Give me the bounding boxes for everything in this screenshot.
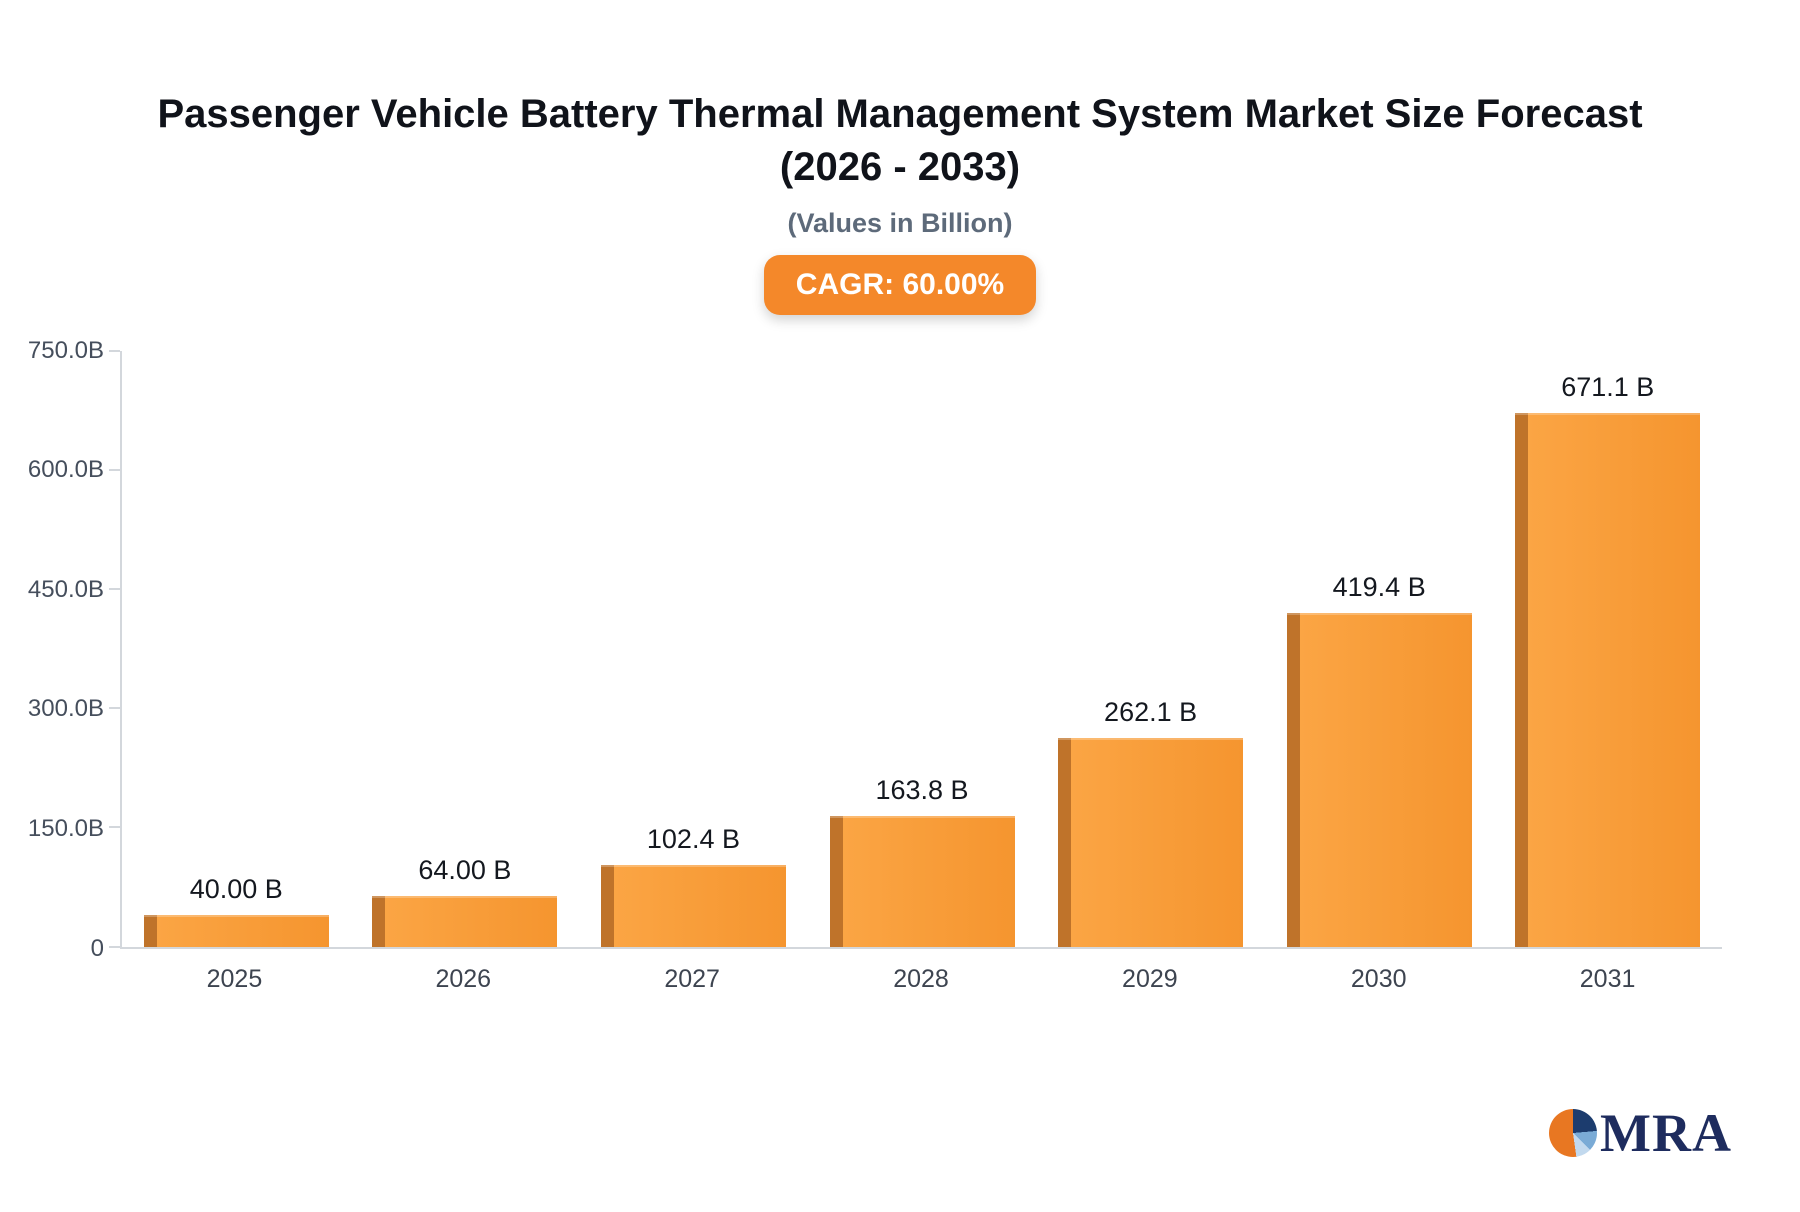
bars-row: 40.00 B 64.00 B 102.4 B 163.8 B 262.1 B 419.4… (122, 351, 1722, 947)
bar-value-label: 163.8 B (875, 775, 969, 806)
brand-logo-text: MRA (1600, 1103, 1732, 1163)
bar-2028: 163.8 B (829, 775, 1015, 947)
y-tick-label: 150.0B (27, 815, 104, 842)
y-axis: 0 150.0B 300.0B 450.0B 600.0B 750.0B (25, 337, 120, 962)
chart-subtitle: (Values in Billion) (787, 207, 1013, 238)
x-axis-label: 2025 (206, 964, 263, 993)
x-axis-label: 2027 (664, 964, 720, 993)
y-tick-label: 0 (90, 934, 104, 962)
brand-logo: MRA (1549, 1106, 1732, 1160)
bar-2025: 40.00 B (143, 874, 329, 947)
bar-column-2029: 262.1 B (1036, 351, 1265, 947)
bar-value-label: 40.00 B (189, 873, 283, 904)
bar-value-label: 262.1 B (1104, 697, 1198, 728)
y-tick-mark (109, 468, 120, 471)
chart-title: Passenger Vehicle Battery Thermal Manage… (0, 88, 1800, 194)
chart-area: 0 150.0B 300.0B 450.0B 600.0B 750.0B 40.00 B 6… (25, 337, 1722, 994)
x-axis-label: 2026 (435, 964, 492, 993)
chart-title-line1: Passenger Vehicle Battery Thermal Manage… (157, 92, 1643, 136)
bar-column-2030: 419.4 B (1265, 351, 1494, 947)
y-tick-mark (109, 945, 120, 948)
bar-2027: 102.4 B (600, 824, 786, 947)
x-axis-label: 2028 (893, 964, 949, 993)
chart-header: Passenger Vehicle Battery Thermal Manage… (0, 0, 1800, 315)
bar-value-label: 671.1 B (1561, 372, 1655, 403)
plot-area: 40.00 B 64.00 B 102.4 B 163.8 B 262.1 B 419.4… (109, 349, 1722, 949)
bar-value-label: 64.00 B (418, 854, 512, 885)
bar-2026: 64.00 B (372, 855, 558, 947)
x-axis-label: 2031 (1579, 964, 1636, 993)
y-tick-label: 300.0B (27, 695, 104, 723)
brand-logo-pie-icon (1549, 1109, 1598, 1157)
y-tick-label: 750.0B (27, 336, 104, 364)
bar-column-2025: 40.00 B (122, 351, 351, 947)
y-tick-mark (109, 826, 120, 829)
y-tick-label: 600.0B (27, 456, 104, 484)
bar-column-2026: 64.00 B (351, 351, 580, 947)
x-axis-label: 2030 (1350, 964, 1407, 993)
chart-title-line2: (2026 - 2033) (779, 144, 1021, 189)
bar-column-2027: 102.4 B (579, 351, 808, 947)
bar-2029: 262.1 B (1058, 697, 1244, 947)
y-tick-mark (109, 707, 120, 710)
x-axis-labels: 2025 2026 2027 2028 2029 2030 2031 (120, 965, 1722, 994)
bar-column-2028: 163.8 B (808, 351, 1037, 947)
y-tick-label: 450.0B (27, 575, 104, 603)
bar-value-label: 102.4 B (646, 824, 740, 855)
bar-value-label: 419.4 B (1332, 572, 1426, 603)
bar-2030: 419.4 B (1286, 572, 1472, 947)
bar-2031: 671.1 B (1515, 372, 1701, 947)
cagr-badge: CAGR: 60.00% (763, 254, 1037, 315)
x-axis-label: 2029 (1122, 964, 1178, 993)
bar-column-2031: 671.1 B (1493, 351, 1722, 947)
y-tick-mark (109, 588, 120, 590)
y-tick-mark (109, 349, 120, 352)
